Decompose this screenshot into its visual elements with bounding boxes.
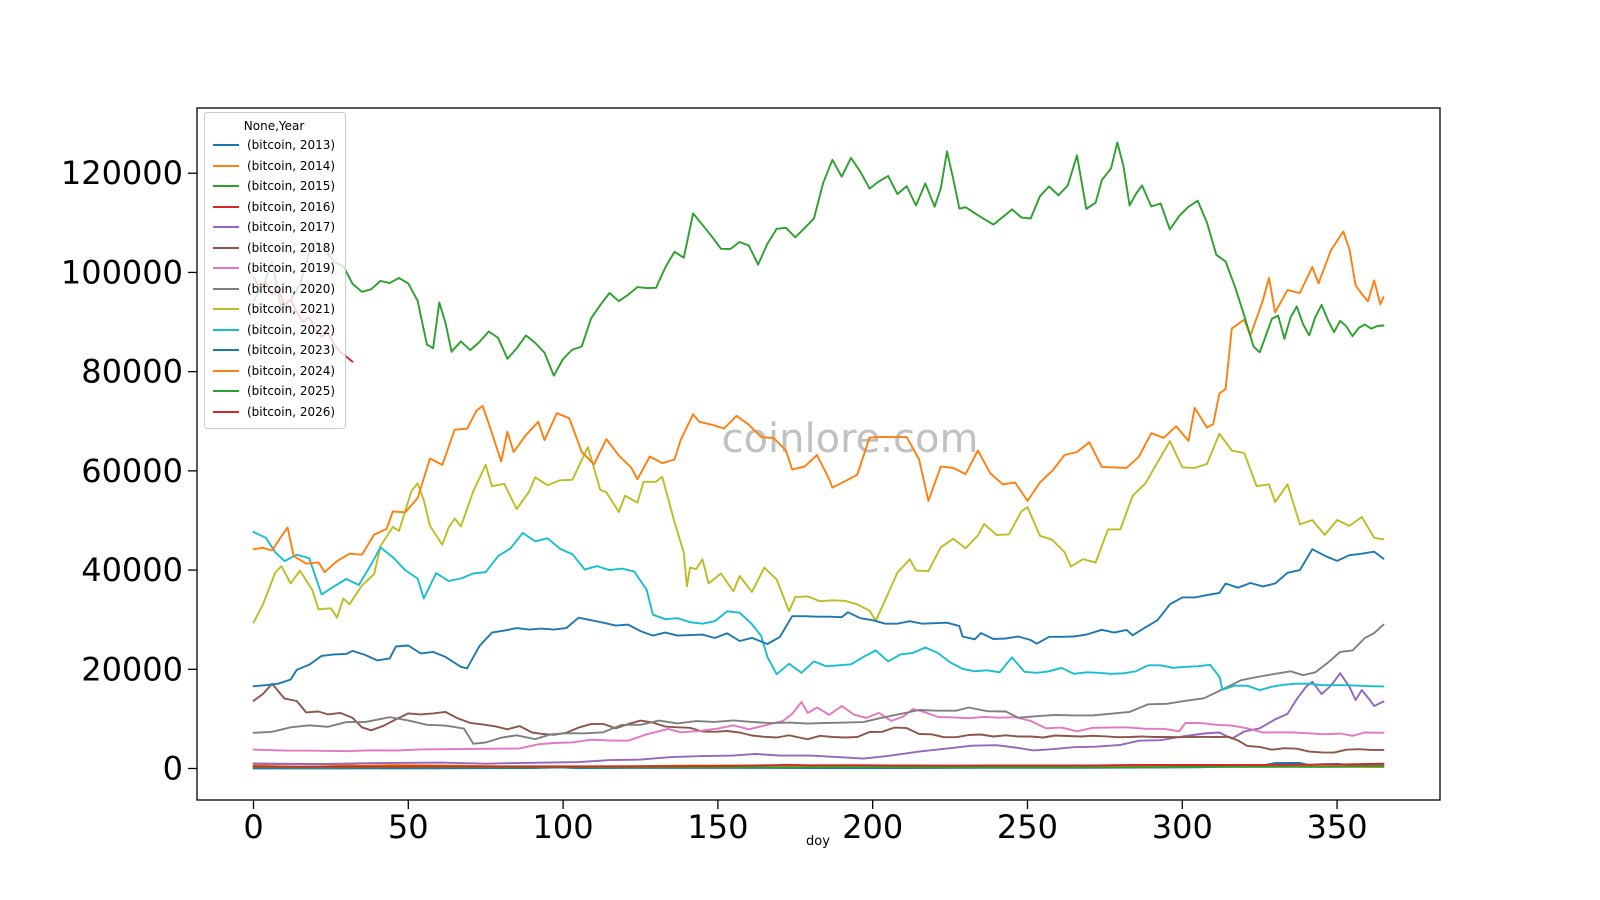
plot-frame: [196, 107, 1441, 801]
legend-label: (bitcoin, 2020): [247, 281, 336, 296]
y-tick-label: 20000: [81, 650, 183, 688]
series-line: [252, 548, 1385, 688]
legend-line-swatch: [213, 226, 239, 229]
x-tick-label: 250: [997, 808, 1058, 846]
legend-title: None,Year: [243, 119, 305, 133]
legend-label: (bitcoin, 2018): [247, 240, 336, 255]
legend-label: (bitcoin, 2015): [247, 179, 336, 194]
x-tick-label: 100: [533, 808, 594, 846]
legend[interactable]: None,Year (bitcoin, 2013) (bitcoin, 2014)…: [204, 112, 347, 429]
legend-line-swatch: [213, 287, 239, 290]
legend-line-swatch: [213, 144, 239, 147]
legend-line-swatch: [213, 164, 239, 167]
legend-label: (bitcoin, 2014): [247, 158, 336, 173]
series-line: [252, 762, 1385, 768]
y-tick-label: 40000: [81, 551, 183, 589]
legend-line-swatch: [213, 390, 239, 393]
series-line: [252, 141, 1385, 377]
legend-item[interactable]: (bitcoin, 2024): [213, 361, 335, 382]
legend-item[interactable]: (bitcoin, 2023): [213, 340, 335, 361]
legend-line-swatch: [213, 205, 239, 208]
legend-label: (bitcoin, 2023): [247, 343, 336, 358]
series-line: [252, 530, 1385, 692]
legend-label: (bitcoin, 2013): [247, 138, 336, 153]
legend-line-swatch: [213, 369, 239, 372]
legend-label: (bitcoin, 2024): [247, 363, 336, 378]
series-line: [252, 623, 1385, 745]
legend-label: (bitcoin, 2017): [247, 220, 336, 235]
y-tick-label: 100000: [61, 253, 183, 291]
legend-line-swatch: [213, 267, 239, 270]
legend-label: (bitcoin, 2022): [247, 322, 336, 337]
legend-item[interactable]: (bitcoin, 2019): [213, 258, 335, 279]
legend-line-swatch: [213, 246, 239, 249]
legend-item[interactable]: (bitcoin, 2016): [213, 197, 335, 218]
x-tick-label: 350: [1307, 808, 1368, 846]
series-line: [252, 230, 1385, 574]
legend-item[interactable]: (bitcoin, 2020): [213, 279, 335, 300]
y-tick-label: 80000: [81, 353, 183, 391]
legend-item[interactable]: (bitcoin, 2015): [213, 176, 335, 197]
series-layer: [252, 141, 1385, 770]
x-tick-label: 50: [388, 808, 429, 846]
legend-rows: (bitcoin, 2013) (bitcoin, 2014) (bitcoin, …: [213, 135, 335, 422]
series-line: [252, 701, 1385, 753]
legend-item[interactable]: (bitcoin, 2026): [213, 402, 335, 423]
legend-item[interactable]: (bitcoin, 2017): [213, 217, 335, 238]
watermark-text: coinlore.com: [722, 416, 979, 462]
legend-label: (bitcoin, 2026): [247, 404, 336, 419]
x-tick-label: 200: [842, 808, 903, 846]
legend-line-swatch: [213, 185, 239, 188]
ticks-layer: 0 50 100 150 200 250 300 350 0 20000 40000 60000 800…: [61, 154, 1368, 846]
x-tick-label: 300: [1152, 808, 1213, 846]
y-tick-label: 0: [163, 750, 183, 788]
legend-label: (bitcoin, 2016): [247, 199, 336, 214]
legend-item[interactable]: (bitcoin, 2014): [213, 156, 335, 177]
legend-item[interactable]: (bitcoin, 2013): [213, 135, 335, 156]
legend-line-swatch: [213, 349, 239, 352]
legend-item[interactable]: (bitcoin, 2022): [213, 320, 335, 341]
legend-line-swatch: [213, 328, 239, 331]
legend-label: (bitcoin, 2019): [247, 261, 336, 276]
y-tick-label: 120000: [61, 154, 183, 192]
legend-label: (bitcoin, 2025): [247, 384, 336, 399]
x-tick-label: 0: [243, 808, 263, 846]
legend-item[interactable]: (bitcoin, 2021): [213, 299, 335, 320]
legend-label: (bitcoin, 2021): [247, 302, 336, 317]
x-tick-label: 150: [687, 808, 748, 846]
series-line: [252, 682, 1385, 754]
legend-line-swatch: [213, 308, 239, 311]
y-tick-label: 60000: [81, 452, 183, 490]
legend-item[interactable]: (bitcoin, 2018): [213, 238, 335, 259]
legend-line-swatch: [213, 410, 239, 413]
series-line: [252, 672, 1385, 766]
legend-item[interactable]: (bitcoin, 2025): [213, 381, 335, 402]
x-axis-label: doy: [806, 834, 830, 849]
